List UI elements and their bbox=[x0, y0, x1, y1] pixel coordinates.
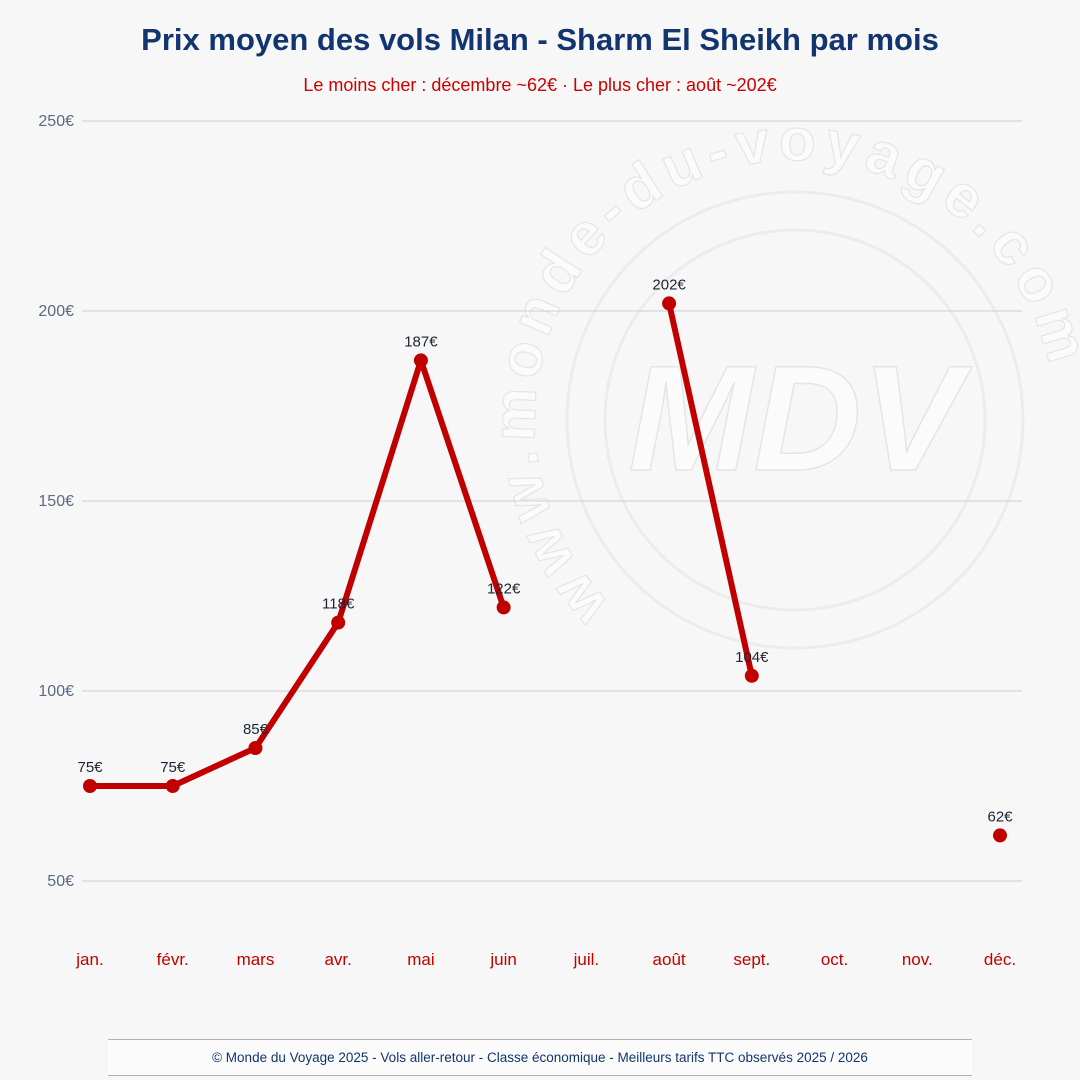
x-axis-label: mars bbox=[237, 950, 275, 969]
x-axis-label: déc. bbox=[984, 950, 1016, 969]
x-axis-label: févr. bbox=[157, 950, 189, 969]
x-axis-label: sept. bbox=[733, 950, 770, 969]
data-point bbox=[331, 615, 346, 630]
chart-title: Prix moyen des vols Milan - Sharm El She… bbox=[141, 22, 939, 57]
point-label: 104€ bbox=[735, 649, 769, 666]
point-label: 202€ bbox=[652, 276, 686, 293]
point-label: 85€ bbox=[243, 721, 269, 738]
data-point bbox=[662, 296, 677, 311]
x-axis-label: août bbox=[653, 950, 686, 969]
x-axis-label: oct. bbox=[821, 950, 848, 969]
data-point bbox=[744, 668, 759, 683]
point-label: 75€ bbox=[77, 759, 103, 776]
x-axis-label: juil. bbox=[573, 950, 600, 969]
data-point bbox=[496, 600, 511, 615]
point-label: 122€ bbox=[487, 580, 521, 597]
footer-credit: © Monde du Voyage 2025 - Vols aller-reto… bbox=[108, 1039, 972, 1076]
x-axis-label: jan. bbox=[75, 950, 103, 969]
x-axis-label: mai bbox=[407, 950, 434, 969]
x-axis-label: nov. bbox=[902, 950, 933, 969]
data-point bbox=[993, 828, 1007, 843]
data-point bbox=[413, 353, 428, 368]
point-label: 75€ bbox=[160, 759, 186, 776]
data-point bbox=[248, 741, 263, 755]
point-label: 187€ bbox=[404, 333, 438, 350]
y-axis-label: 250€ bbox=[38, 113, 74, 130]
data-point bbox=[165, 779, 180, 793]
y-axis-label: 150€ bbox=[38, 493, 74, 510]
y-axis-label: 200€ bbox=[38, 303, 74, 320]
chart-subtitle: Le moins cher : décembre ~62€ · Le plus … bbox=[303, 75, 777, 95]
point-label: 118€ bbox=[322, 596, 355, 613]
x-axis-label: avr. bbox=[324, 950, 351, 969]
series-line bbox=[87, 357, 507, 789]
point-label: 62€ bbox=[987, 808, 1013, 825]
price-chart: 50€ 100€ 150€ 200€ 250€ jan. févr. mars avr. mai j… bbox=[38, 113, 1022, 969]
y-axis-label: 50€ bbox=[47, 873, 74, 890]
y-axis-label: 100€ bbox=[38, 683, 74, 700]
series-line bbox=[666, 300, 755, 679]
data-point bbox=[83, 779, 97, 793]
x-axis-label: juin bbox=[489, 950, 516, 969]
